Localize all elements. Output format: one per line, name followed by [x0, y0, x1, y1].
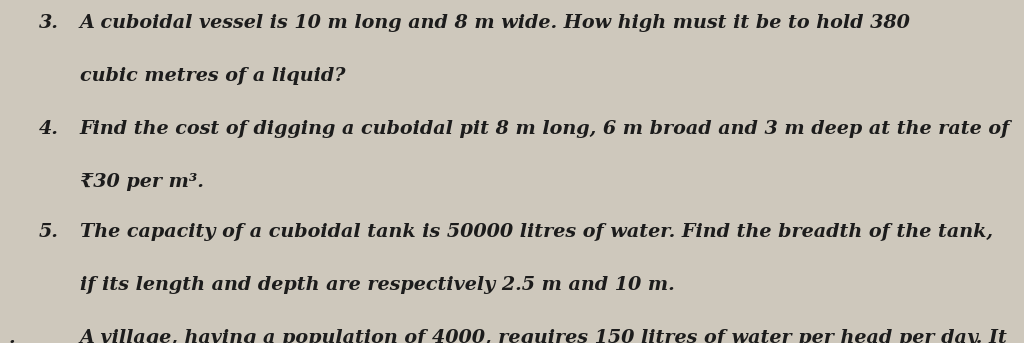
Text: A village, having a population of 4000, requires 150 litres of water per head pe: A village, having a population of 4000, … [80, 329, 1008, 343]
Text: 5.: 5. [39, 223, 58, 241]
Text: Find the cost of digging a cuboidal pit 8 m long, 6 m broad and 3 m deep at the : Find the cost of digging a cuboidal pit … [80, 120, 1011, 138]
Text: if its length and depth are respectively 2.5 m and 10 m.: if its length and depth are respectively… [80, 276, 675, 294]
Text: 4.: 4. [39, 120, 58, 138]
Text: The capacity of a cuboidal tank is 50000 litres of water. Find the breadth of th: The capacity of a cuboidal tank is 50000… [80, 223, 993, 241]
Text: .: . [8, 329, 14, 343]
Text: A cuboidal vessel is 10 m long and 8 m wide. How high must it be to hold 380: A cuboidal vessel is 10 m long and 8 m w… [80, 14, 910, 32]
Text: cubic metres of a liquid?: cubic metres of a liquid? [80, 67, 345, 85]
Text: ₹30 per m³.: ₹30 per m³. [80, 173, 204, 191]
Text: 3.: 3. [39, 14, 58, 32]
